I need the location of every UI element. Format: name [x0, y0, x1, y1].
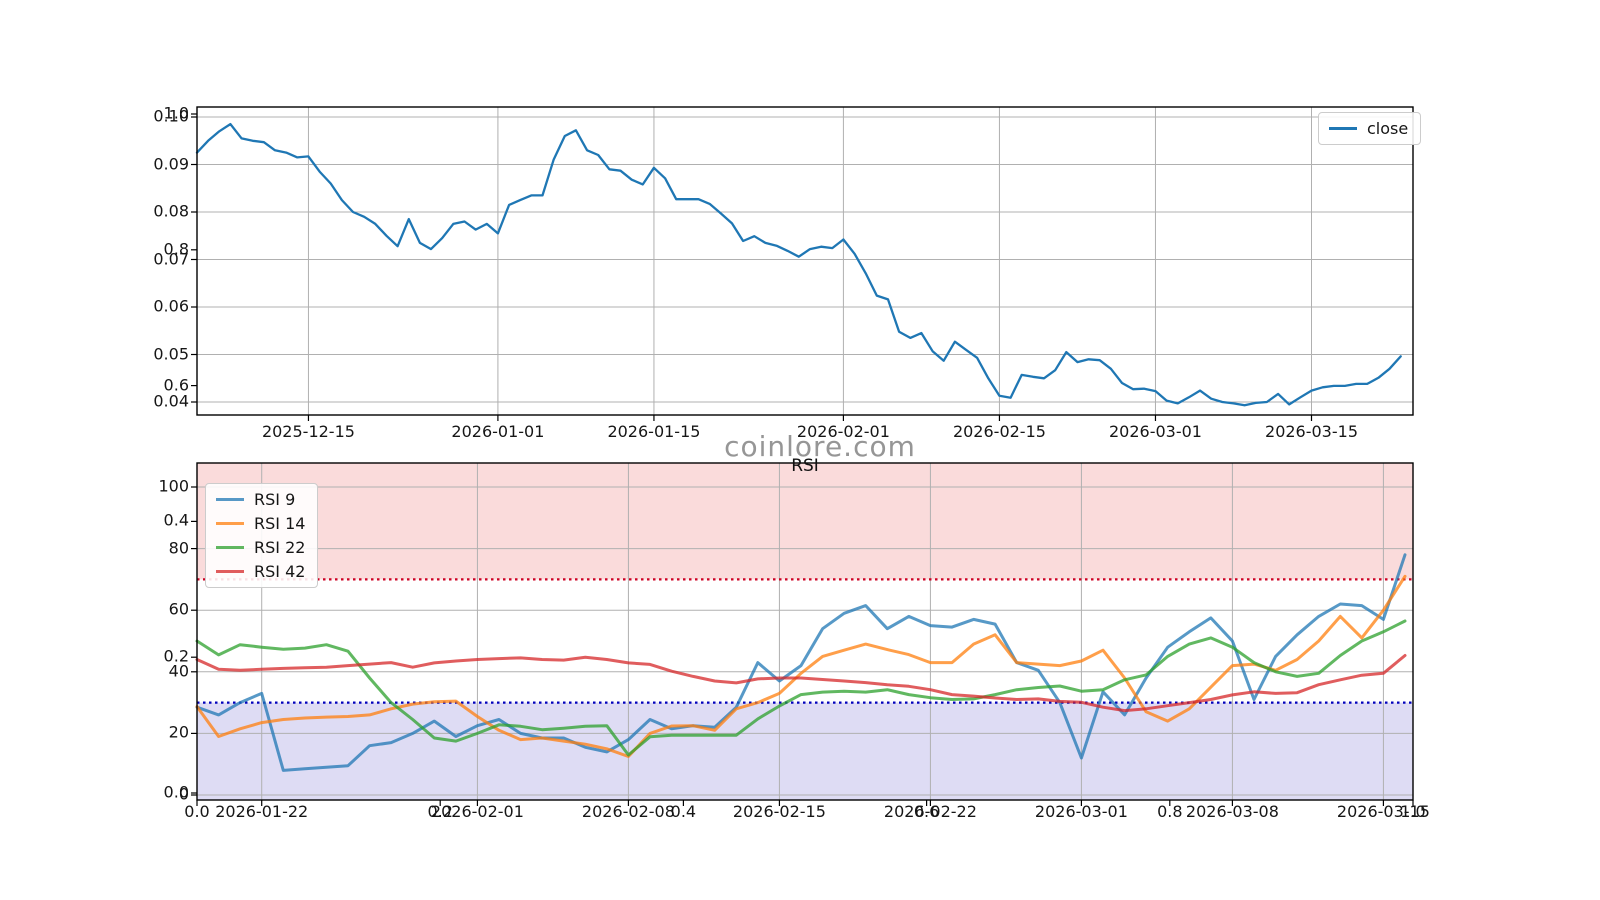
legend-label: RSI 22	[254, 538, 306, 557]
price-y-tick-label: 0.10	[153, 106, 189, 126]
rsi-y-tick-label: 100	[158, 476, 189, 496]
price-y-tick-label: 0.08	[153, 201, 189, 221]
rsi-y-tick-label: 20	[168, 722, 189, 742]
rsi-y-tick-label: 60	[168, 599, 189, 619]
overlay-y-tick-label: 0.0	[163, 782, 189, 802]
legend-label: close	[1367, 119, 1409, 138]
rsi-x-tick-label: 2026-02-08	[581, 802, 675, 821]
overlay-x-tick-label: 0.4	[670, 802, 697, 821]
legend-item-rsi9: RSI 9	[216, 490, 305, 509]
legend-label: RSI 9	[254, 490, 296, 509]
overlay-x-tick-label: 0.8	[1157, 802, 1183, 821]
price-x-tick-label: 2026-03-01	[1108, 422, 1202, 441]
overlay-y-tick-label: 0.2	[163, 646, 189, 666]
overlay-y-tick-label: 0.8	[163, 239, 189, 259]
rsi9-line-swatch	[216, 498, 244, 501]
rsi-x-tick-label: 2026-02-22	[883, 802, 977, 821]
price-y-tick-label: 0.07	[153, 249, 189, 269]
price-x-tick-label: 2026-01-15	[607, 422, 701, 441]
legend-label: RSI 14	[254, 514, 306, 533]
rsi42-line-swatch	[216, 570, 244, 573]
rsi-x-tick-label: 2026-03-01	[1034, 802, 1128, 821]
rsi-x-tick-label: 2026-03-15	[1336, 802, 1430, 821]
price-x-tick-label: 2026-02-15	[952, 422, 1046, 441]
rsi-y-tick-label: 0	[178, 784, 189, 804]
price-y-tick-label: 0.06	[153, 296, 189, 316]
rsi-x-tick-label: 2026-02-15	[732, 802, 826, 821]
watermark: coinlore.com	[724, 430, 916, 463]
rsi22-line-swatch	[216, 546, 244, 549]
legend-item-close: close	[1329, 119, 1408, 138]
legend-label: RSI 42	[254, 562, 306, 581]
rsi-y-tick-label: 40	[168, 661, 189, 681]
overlay-x-tick-label: 0.0	[184, 802, 210, 821]
price-y-tick-label: 0.04	[153, 391, 189, 411]
rsi14-line-swatch	[216, 522, 244, 525]
overlay-x-tick-label: 0.6	[913, 802, 940, 821]
overlay-x-tick-label: 1.0	[1400, 802, 1426, 821]
price-x-tick-label: 2025-12-15	[261, 422, 355, 441]
overlay-y-tick-label: 0.6	[163, 375, 189, 395]
legend-item-rsi42: RSI 42	[216, 562, 305, 581]
overlay-y-tick-label: 0.4	[163, 510, 189, 530]
price-x-tick-label: 2026-01-01	[451, 422, 545, 441]
rsi-x-tick-label: 2026-01-22	[215, 802, 309, 821]
rsi-y-tick-label: 80	[168, 538, 189, 558]
price-y-tick-label: 0.09	[153, 154, 189, 174]
price-legend: close	[1318, 112, 1422, 145]
close-line-swatch	[1329, 127, 1357, 130]
rsi-chart-title: RSI	[791, 456, 819, 476]
legend-item-rsi22: RSI 22	[216, 538, 305, 557]
price-y-tick-label: 0.05	[153, 344, 189, 364]
overlay-x-tick-label: 0.2	[427, 802, 453, 821]
legend-item-rsi14: RSI 14	[216, 514, 305, 533]
price-x-tick-label: 2026-03-15	[1265, 422, 1358, 441]
rsi-x-tick-label: 2026-02-01	[430, 802, 524, 821]
rsi-legend: RSI 9 RSI 14 RSI 22 RSI 42	[205, 483, 319, 588]
price-x-tick-label: 2026-02-01	[796, 422, 890, 441]
overlay-y-tick-label: 1.0	[163, 103, 189, 123]
rsi-x-tick-label: 2026-03-08	[1185, 802, 1279, 821]
